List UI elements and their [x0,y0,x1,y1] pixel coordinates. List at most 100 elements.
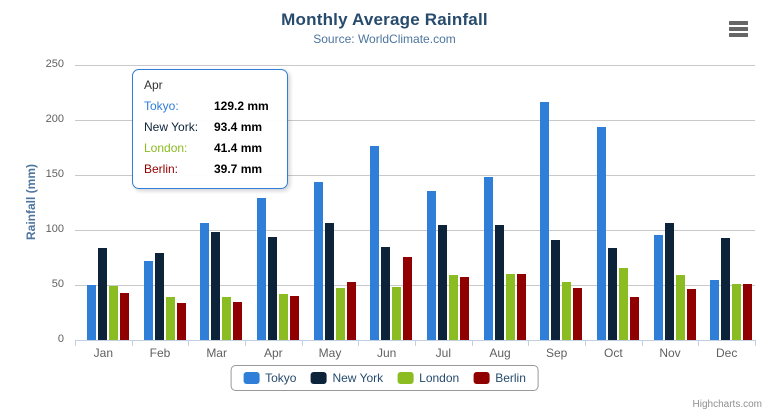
bar-tokyo-jul[interactable] [427,190,436,340]
bar-tokyo-oct[interactable] [597,126,606,340]
bar-tokyo-may[interactable] [313,181,323,340]
bar-berlin-sep[interactable] [573,287,583,340]
bar-tokyo-mar[interactable] [200,222,210,340]
x-axis-label-mar: Mar [206,346,227,360]
bar-new-york-aug[interactable] [494,225,504,340]
bar-tokyo-jun[interactable] [370,146,380,340]
legend-item-new-york[interactable]: New York [310,371,383,385]
bar-berlin-mar[interactable] [233,302,243,340]
tooltip-series-label: London: [144,141,188,155]
bar-london-jan[interactable] [109,286,118,340]
gridline-200 [75,120,755,121]
bar-tokyo-feb[interactable] [143,261,153,340]
bar-new-york-jul[interactable] [438,224,447,340]
bar-new-york-oct[interactable] [608,248,617,340]
bar-london-aug[interactable] [505,274,515,340]
bar-london-feb[interactable] [165,297,175,340]
x-axis-label-sep: Sep [545,346,568,360]
x-axis-tick [755,341,756,346]
bar-london-jun[interactable] [392,286,402,340]
bar-new-york-nov[interactable] [664,222,674,340]
bar-london-oct[interactable] [619,268,628,340]
bar-berlin-aug[interactable] [516,273,526,340]
legend-item-london[interactable]: London [397,371,459,385]
gridline-50 [75,285,755,286]
y-axis-label-250: 250 [45,58,64,70]
x-axis-tick [698,341,700,346]
bar-new-york-jan[interactable] [98,248,107,340]
tooltip-row-berlin: Berlin: 39.7 mm [144,159,276,180]
y-axis-label-0: 0 [57,333,64,345]
x-axis-tick [471,341,473,346]
bar-new-york-dec[interactable] [721,238,731,340]
x-axis-tick [188,341,190,346]
bar-new-york-feb[interactable] [154,253,164,340]
y-axis-label-150: 150 [45,168,64,180]
bar-berlin-oct[interactable] [630,297,639,340]
x-axis-label-nov: Nov [659,346,681,360]
plot-area [75,65,755,340]
legend-item-berlin[interactable]: Berlin [473,371,526,385]
tooltip-series-value: 93.4 mm [214,120,263,134]
bar-berlin-feb[interactable] [176,303,186,340]
bar-new-york-sep[interactable] [551,239,561,340]
legend-swatch-new-york [310,372,327,384]
bar-london-dec[interactable] [732,283,742,340]
bar-london-nov[interactable] [675,274,685,340]
legend-swatch-london [397,372,414,384]
legend-label-london: London [419,371,460,385]
x-axis-tick [585,341,586,346]
tooltip-series-value: 39.7 mm [214,162,263,176]
tooltip-row-tokyo: Tokyo: 129.2 mm [144,96,276,117]
bar-berlin-dec[interactable] [743,283,753,340]
tooltip-row-london: London: 41.4 mm [144,138,276,159]
credits-link[interactable]: Highcharts.com [692,399,762,410]
legend-label-tokyo: Tokyo [265,371,297,385]
bar-berlin-may[interactable] [346,282,356,340]
bar-berlin-jan[interactable] [120,293,129,340]
gridline-150 [75,175,755,176]
x-axis-label-apr: Apr [263,346,283,360]
hamburger-icon [729,21,751,37]
x-axis-label-aug: Aug [489,346,511,360]
bar-tokyo-nov[interactable] [653,234,663,340]
bar-london-mar[interactable] [222,296,232,340]
bar-tokyo-aug[interactable] [483,176,493,340]
tooltip-series-value: 41.4 mm [214,141,263,155]
gridline-100 [75,230,755,231]
bar-london-sep[interactable] [562,282,572,340]
bar-tokyo-apr[interactable] [257,197,266,340]
bar-berlin-jul[interactable] [460,276,469,340]
bar-london-jul[interactable] [449,275,458,340]
tooltip: Apr Tokyo: 129.2 mm New York: 93.4 mm London… [132,69,288,189]
bar-berlin-jun[interactable] [403,256,413,340]
chart-title: Monthly Average Rainfall [281,10,488,29]
export-menu-button[interactable] [727,18,753,42]
tooltip-series-value: 129.2 mm [214,99,269,113]
tooltip-series-label: Tokyo: [144,99,179,113]
bar-london-apr[interactable] [279,294,288,340]
chart-subtitle: Source: WorldClimate.com [313,32,456,46]
bar-tokyo-dec[interactable] [710,280,720,340]
tooltip-header: Apr [144,78,163,92]
bar-new-york-jun[interactable] [381,247,391,340]
bar-berlin-nov[interactable] [686,288,696,340]
legend-item-tokyo[interactable]: Tokyo [243,371,296,385]
x-axis-tick [301,341,303,346]
x-axis-label-dec: Dec [715,346,738,360]
x-axis-tick [358,341,360,346]
tooltip-rows: Tokyo: 129.2 mm New York: 93.4 mm London: 41.… [144,96,276,180]
x-axis-tick [415,341,416,346]
legend-label-berlin: Berlin [495,371,526,385]
x-axis-label-feb: Feb [149,346,171,360]
bar-new-york-apr[interactable] [268,237,277,340]
y-axis-label-200: 200 [45,113,64,125]
bar-new-york-mar[interactable] [211,231,221,340]
bar-berlin-apr[interactable] [290,296,299,340]
bar-new-york-may[interactable] [324,223,334,340]
gridline-250 [75,65,755,66]
x-axis-tick [245,341,246,346]
bar-tokyo-sep[interactable] [540,101,550,340]
bar-london-may[interactable] [335,288,345,340]
bar-tokyo-jan[interactable] [87,285,96,340]
